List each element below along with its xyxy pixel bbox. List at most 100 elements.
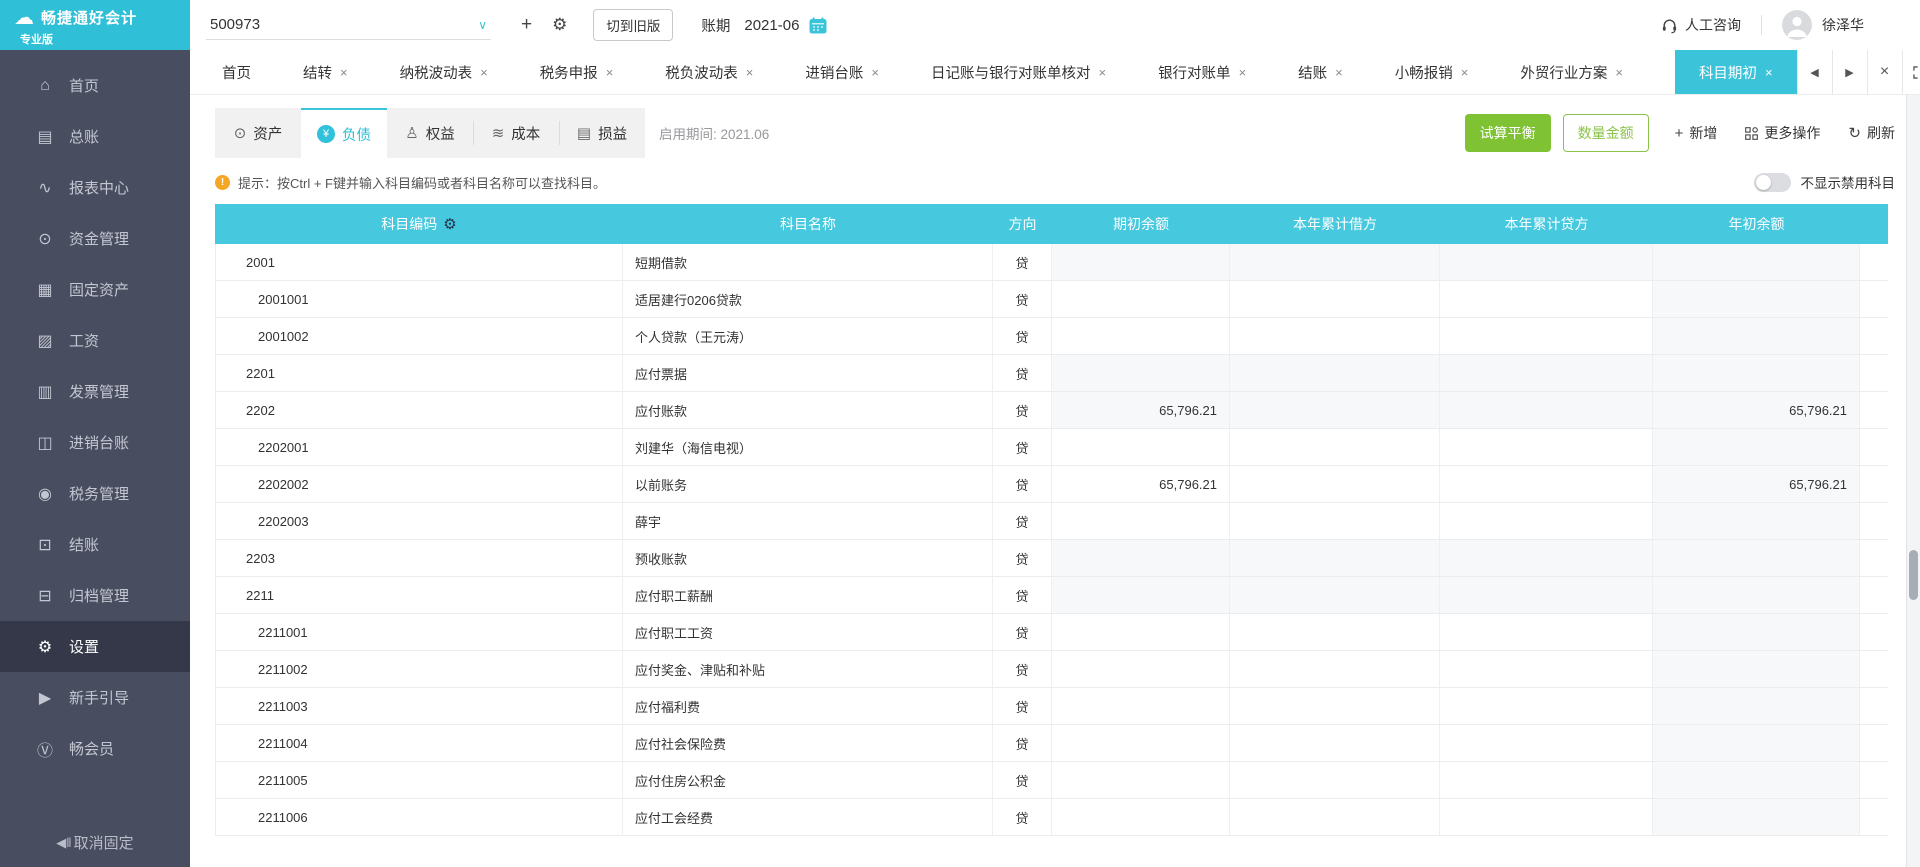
col-header-begin-balance[interactable]: 期初余额 (1113, 216, 1169, 232)
table-row[interactable]: 2211004 应付社会保险费 贷 (215, 725, 1888, 762)
cell-ytd-credit[interactable] (1440, 688, 1653, 724)
sidebar-item[interactable]: ∿ 报表中心 (0, 162, 190, 213)
cell-direction[interactable]: 贷 (993, 503, 1052, 539)
cell-ytd-debit[interactable] (1230, 725, 1440, 761)
cell-ytd-credit[interactable] (1440, 392, 1653, 428)
nav-tab[interactable]: 日记账与银行对账单核对 × (931, 50, 1106, 94)
refresh-button[interactable]: ↻ 刷新 (1848, 124, 1895, 142)
cell-direction[interactable]: 贷 (993, 577, 1052, 613)
scroll-tabs-left-button[interactable]: ◀ (1796, 50, 1832, 94)
scroll-tabs-right-button[interactable]: ▶ (1831, 50, 1867, 94)
cell-code[interactable]: 2001002 (215, 318, 623, 354)
column-settings-gear-icon[interactable]: ⚙ (443, 216, 457, 233)
cell-begin-balance[interactable]: 65,796.21 (1052, 466, 1230, 502)
category-subtab[interactable]: ⊙ 资产 (215, 108, 301, 158)
cell-name[interactable]: 短期借款 (623, 244, 993, 280)
cell-begin-balance[interactable] (1052, 355, 1230, 391)
cell-ytd-credit[interactable] (1440, 540, 1653, 576)
cell-begin-balance[interactable] (1052, 429, 1230, 465)
cell-code[interactable]: 2202001 (215, 429, 623, 465)
sidebar-item[interactable]: ▨ 工资 (0, 315, 190, 366)
close-tab-icon[interactable]: × (1764, 64, 1773, 80)
cell-name[interactable]: 薛宇 (623, 503, 993, 539)
close-tab-icon[interactable]: × (1238, 64, 1247, 80)
cell-ytd-credit[interactable] (1440, 799, 1653, 835)
cell-name[interactable]: 应付奖金、津贴和补贴 (623, 651, 993, 687)
cell-begin-balance[interactable] (1052, 762, 1230, 798)
cell-name[interactable]: 应付福利费 (623, 688, 993, 724)
table-row[interactable]: 2211001 应付职工工资 贷 (215, 614, 1888, 651)
cell-ytd-debit[interactable] (1230, 281, 1440, 317)
cell-code[interactable]: 2211004 (215, 725, 623, 761)
table-row[interactable]: 2202002 以前账务 贷 65,796.21 65,796.21 (215, 466, 1888, 503)
sidebar-item[interactable]: ◫ 进销台账 (0, 417, 190, 468)
fullscreen-icon[interactable] (1901, 50, 1920, 94)
add-account-set-button[interactable]: + (521, 14, 533, 35)
category-subtab[interactable]: ▤ 损益 (559, 108, 645, 158)
col-header-ytd-credit[interactable]: 本年累计贷方 (1504, 216, 1589, 232)
cell-ytd-debit[interactable] (1230, 651, 1440, 687)
sidebar-item[interactable]: ⊙ 资金管理 (0, 213, 190, 264)
cell-direction[interactable]: 贷 (993, 244, 1052, 280)
col-header-direction[interactable]: 方向 (1008, 216, 1037, 232)
category-subtab[interactable]: ≋ 成本 (473, 108, 559, 158)
cell-direction[interactable]: 贷 (993, 651, 1052, 687)
cell-ytd-debit[interactable] (1230, 540, 1440, 576)
cell-ytd-debit[interactable] (1230, 762, 1440, 798)
cell-direction[interactable]: 贷 (993, 392, 1052, 428)
cell-year-begin[interactable] (1653, 355, 1860, 391)
col-header-code[interactable]: 科目编码 ⚙ (381, 216, 457, 233)
cell-ytd-credit[interactable] (1440, 651, 1653, 687)
hide-disabled-accounts-toggle[interactable] (1753, 172, 1791, 192)
cell-year-begin[interactable]: 65,796.21 (1653, 392, 1860, 428)
table-row[interactable]: 2001002 个人贷款（王元涛） 贷 (215, 318, 1888, 355)
cell-ytd-debit[interactable] (1230, 799, 1440, 835)
cell-code[interactable]: 2211003 (215, 688, 623, 724)
cell-name[interactable]: 刘建华（海信电视） (623, 429, 993, 465)
cell-year-begin[interactable] (1653, 281, 1860, 317)
nav-tab[interactable]: 外贸行业方案 × (1520, 50, 1623, 94)
cell-year-begin[interactable] (1653, 725, 1860, 761)
sidebar-item[interactable]: ⊟ 归档管理 (0, 570, 190, 621)
vertical-scrollbar[interactable] (1906, 95, 1920, 867)
cell-name[interactable]: 应付职工薪酬 (623, 577, 993, 613)
cell-year-begin[interactable] (1653, 688, 1860, 724)
cell-year-begin[interactable] (1653, 577, 1860, 613)
close-tab-icon[interactable]: × (480, 64, 488, 80)
sidebar-item[interactable]: ⊡ 结账 (0, 519, 190, 570)
cell-ytd-debit[interactable] (1230, 688, 1440, 724)
cell-code[interactable]: 2202002 (215, 466, 623, 502)
cell-name[interactable]: 应付工会经费 (623, 799, 993, 835)
cell-ytd-credit[interactable] (1440, 244, 1653, 280)
cell-name[interactable]: 应付住房公积金 (623, 762, 993, 798)
cell-code[interactable]: 2001 (215, 244, 623, 280)
cell-ytd-debit[interactable] (1230, 429, 1440, 465)
close-tab-icon[interactable]: × (1615, 64, 1623, 80)
cell-name[interactable]: 个人贷款（王元涛） (623, 318, 993, 354)
trial-balance-button[interactable]: 试算平衡 (1464, 114, 1551, 152)
category-subtab[interactable]: ♙ 权益 (387, 108, 473, 158)
cell-begin-balance[interactable] (1052, 318, 1230, 354)
cell-ytd-credit[interactable] (1440, 577, 1653, 613)
nav-tab[interactable]: 结账 × (1298, 50, 1343, 94)
table-row[interactable]: 2211 应付职工薪酬 贷 (215, 577, 1888, 614)
cell-begin-balance[interactable]: 65,796.21 (1052, 392, 1230, 428)
more-actions-button[interactable]: 更多操作 (1745, 123, 1820, 143)
table-row[interactable]: 2201 应付票据 贷 (215, 355, 1888, 392)
close-tab-icon[interactable]: × (745, 64, 754, 80)
cell-direction[interactable]: 贷 (993, 614, 1052, 650)
cell-begin-balance[interactable] (1052, 688, 1230, 724)
cell-direction[interactable]: 贷 (993, 466, 1052, 502)
close-tab-icon[interactable]: × (605, 64, 614, 80)
cell-begin-balance[interactable] (1052, 281, 1230, 317)
nav-tab[interactable]: 结转 × (303, 50, 348, 94)
sidebar-item[interactable]: ▦ 固定资产 (0, 264, 190, 315)
nav-tab[interactable]: 银行对账单 × (1158, 50, 1246, 94)
cell-ytd-credit[interactable] (1440, 762, 1653, 798)
cell-begin-balance[interactable] (1052, 577, 1230, 613)
cell-year-begin[interactable] (1653, 614, 1860, 650)
table-row[interactable]: 2202 应付账款 贷 65,796.21 65,796.21 (215, 392, 1888, 429)
table-row[interactable]: 2211002 应付奖金、津贴和补贴 贷 (215, 651, 1888, 688)
cell-direction[interactable]: 贷 (993, 688, 1052, 724)
cell-name[interactable]: 应付票据 (623, 355, 993, 391)
